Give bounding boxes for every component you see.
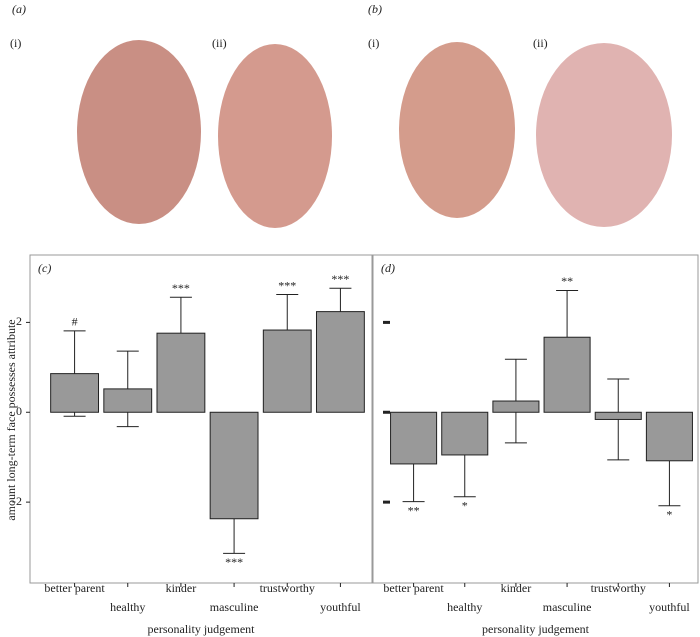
significance-label: ** (408, 503, 420, 517)
face-images (77, 40, 672, 228)
x-tick-label: youthful (320, 600, 361, 614)
x-tick-label: trustworthy (591, 581, 646, 595)
bar (262, 329, 312, 413)
bar (50, 373, 100, 413)
face-image (218, 44, 332, 228)
face-label: (ii) (533, 36, 548, 50)
bar (645, 411, 693, 462)
bar (156, 332, 206, 413)
panel-label: (b) (368, 2, 382, 16)
significance-label: *** (278, 278, 296, 292)
x-axis-label: personality judgement (148, 622, 256, 636)
y-tick-label: 2 (16, 314, 22, 328)
x-tick-label: better parent (383, 581, 444, 595)
bar (441, 411, 489, 456)
x-tick-label: healthy (110, 600, 145, 614)
x-tick-label: youthful (649, 600, 690, 614)
x-tick-label: kinder (501, 581, 532, 595)
bar (390, 411, 438, 465)
plot-frame (372, 254, 699, 584)
significance-label: * (666, 507, 672, 521)
significance-label: # (72, 315, 78, 329)
significance-label: ** (561, 274, 573, 288)
bar (103, 388, 153, 413)
face-label: (ii) (212, 36, 227, 50)
face-label: (i) (368, 36, 379, 50)
x-tick-label: better parent (44, 581, 105, 595)
x-axis-label: personality judgement (482, 622, 590, 636)
face-image (399, 42, 515, 218)
plot-frame (29, 254, 373, 584)
y-axis-label: amount long-term face possesses attribut… (4, 319, 18, 520)
bar (594, 411, 642, 420)
bar (209, 411, 259, 520)
x-tick-label: healthy (447, 600, 482, 614)
significance-label: *** (225, 555, 243, 569)
significance-label: * (462, 498, 468, 512)
face-label: (i) (10, 36, 21, 50)
y-tick-label: 0 (16, 404, 22, 418)
significance-label: *** (331, 272, 349, 286)
x-tick-label: kinder (166, 581, 197, 595)
x-tick-label: trustworthy (260, 581, 315, 595)
bar (315, 311, 365, 413)
face-image (536, 43, 672, 227)
panel-label: (d) (381, 261, 395, 275)
y-tick-label: -2 (12, 494, 22, 508)
x-tick-label: masculine (543, 600, 592, 614)
bar (492, 400, 540, 413)
face-image (77, 40, 201, 224)
x-tick-label: masculine (210, 600, 259, 614)
bar (543, 336, 591, 413)
panel-label: (a) (12, 2, 26, 16)
panel-label: (c) (38, 261, 51, 275)
significance-label: *** (172, 281, 190, 295)
